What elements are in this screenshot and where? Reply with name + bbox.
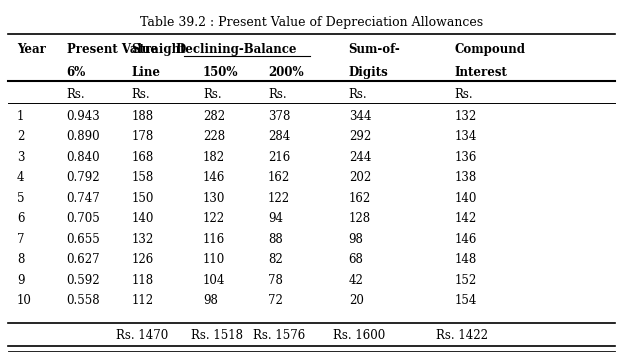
Text: 98: 98 [349,233,364,246]
Text: 9: 9 [17,274,24,287]
Text: 138: 138 [454,171,477,184]
Text: Rs.: Rs. [454,88,473,101]
Text: Rs.: Rs. [131,88,150,101]
Text: Rs. 1576: Rs. 1576 [252,329,305,342]
Text: Rs. 1518: Rs. 1518 [191,329,242,342]
Text: Present Value: Present Value [67,43,158,56]
Text: 4: 4 [17,171,24,184]
Text: 154: 154 [454,294,477,307]
Text: 140: 140 [131,212,154,225]
Text: 132: 132 [131,233,154,246]
Text: 122: 122 [268,192,290,205]
Text: Declining-Balance: Declining-Balance [175,43,297,56]
Text: Rs.: Rs. [268,88,287,101]
Text: 158: 158 [131,171,154,184]
Text: 0.747: 0.747 [67,192,100,205]
Text: 78: 78 [268,274,283,287]
Text: 0.943: 0.943 [67,110,100,123]
Text: Rs.: Rs. [203,88,222,101]
Text: Table 39.2 : Present Value of Depreciation Allowances: Table 39.2 : Present Value of Depreciati… [140,16,483,29]
Text: 42: 42 [349,274,364,287]
Text: 82: 82 [268,253,283,266]
Text: Rs.: Rs. [67,88,85,101]
Text: 188: 188 [131,110,154,123]
Text: 0.627: 0.627 [67,253,100,266]
Text: Straight: Straight [131,43,186,56]
Text: 104: 104 [203,274,226,287]
Text: 126: 126 [131,253,154,266]
Text: Rs.: Rs. [349,88,368,101]
Text: 150: 150 [131,192,154,205]
Text: 136: 136 [454,151,477,164]
Text: 116: 116 [203,233,225,246]
Text: 244: 244 [349,151,371,164]
Text: 94: 94 [268,212,283,225]
Text: 140: 140 [454,192,477,205]
Text: 200%: 200% [268,66,303,79]
Text: 152: 152 [454,274,477,287]
Text: 112: 112 [131,294,154,307]
Text: 6%: 6% [67,66,86,79]
Text: Rs. 1600: Rs. 1600 [333,329,386,342]
Text: 68: 68 [349,253,364,266]
Text: 88: 88 [268,233,283,246]
Text: 142: 142 [454,212,477,225]
Text: 2: 2 [17,130,24,143]
Text: Compound: Compound [454,43,525,56]
Text: Rs. 1422: Rs. 1422 [435,329,488,342]
Text: 0.705: 0.705 [67,212,100,225]
Text: 148: 148 [454,253,477,266]
Text: Interest: Interest [454,66,507,79]
Text: 216: 216 [268,151,290,164]
Text: 128: 128 [349,212,371,225]
Text: 8: 8 [17,253,24,266]
Text: 202: 202 [349,171,371,184]
Text: 10: 10 [17,294,32,307]
Text: Sum-of-: Sum-of- [349,43,401,56]
Text: 378: 378 [268,110,290,123]
Text: 150%: 150% [203,66,239,79]
Text: 228: 228 [203,130,225,143]
Text: 130: 130 [203,192,226,205]
Text: Digits: Digits [349,66,389,79]
Text: 134: 134 [454,130,477,143]
Text: 0.890: 0.890 [67,130,100,143]
Text: 20: 20 [349,294,364,307]
Text: 146: 146 [203,171,226,184]
Text: 1: 1 [17,110,24,123]
Text: 5: 5 [17,192,24,205]
Text: 72: 72 [268,294,283,307]
Text: 122: 122 [203,212,225,225]
Text: 146: 146 [454,233,477,246]
Text: 0.792: 0.792 [67,171,100,184]
Text: 0.592: 0.592 [67,274,100,287]
Text: 0.558: 0.558 [67,294,100,307]
Text: 98: 98 [203,294,218,307]
Text: 182: 182 [203,151,225,164]
Text: 110: 110 [203,253,225,266]
Text: 3: 3 [17,151,24,164]
Text: Year: Year [17,43,45,56]
Text: 0.655: 0.655 [67,233,100,246]
Text: 0.840: 0.840 [67,151,100,164]
Text: 284: 284 [268,130,290,143]
Text: 282: 282 [203,110,225,123]
Text: 292: 292 [349,130,371,143]
Text: 118: 118 [131,274,154,287]
Text: 7: 7 [17,233,24,246]
Text: Rs. 1470: Rs. 1470 [116,329,168,342]
Text: Line: Line [131,66,161,79]
Text: 178: 178 [131,130,154,143]
Text: 168: 168 [131,151,154,164]
Text: 162: 162 [349,192,371,205]
Text: 344: 344 [349,110,371,123]
Text: 132: 132 [454,110,477,123]
Text: 162: 162 [268,171,290,184]
Text: 6: 6 [17,212,24,225]
